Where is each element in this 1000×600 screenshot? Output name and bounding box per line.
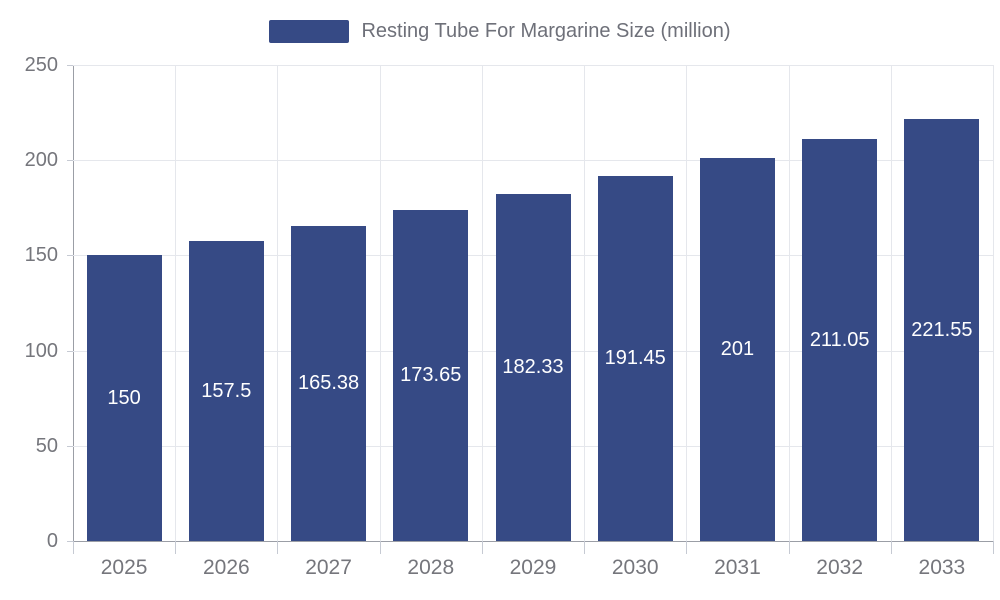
h-gridline [73, 160, 993, 162]
x-axis-tick [481, 541, 483, 554]
bar[interactable]: 182.33 [495, 193, 571, 541]
x-axis-tick-label: 2030 [611, 556, 659, 579]
bar-value-label: 157.5 [201, 379, 252, 402]
y-axis-tick-label: 200 [24, 149, 58, 172]
x-axis-tick [993, 541, 994, 554]
x-axis-tick-label: 2029 [509, 556, 557, 579]
bar[interactable]: 211.05 [802, 139, 878, 541]
x-axis-tick [686, 541, 688, 554]
v-gridline [175, 65, 177, 541]
x-axis-tick [890, 541, 892, 554]
x-axis-tick-label: 2028 [407, 556, 455, 579]
x-axis-line [73, 541, 993, 542]
v-gridline [686, 65, 688, 541]
bar[interactable]: 150 [86, 255, 162, 541]
v-gridline [277, 65, 279, 541]
v-gridline [788, 65, 790, 541]
x-axis-tick [277, 541, 279, 554]
x-axis-tick [788, 541, 790, 554]
x-axis-tick-label: 2025 [100, 556, 148, 579]
y-axis-tick [67, 160, 73, 162]
bar-value-label: 221.55 [911, 318, 973, 341]
bar[interactable]: 191.45 [597, 176, 673, 541]
bar-value-label: 191.45 [604, 347, 666, 370]
bar[interactable]: 221.55 [904, 119, 980, 541]
y-axis-tick [67, 65, 73, 66]
bar-value-label: 182.33 [502, 355, 564, 378]
y-axis-line [73, 65, 74, 541]
x-axis-tick-label: 2027 [305, 556, 352, 579]
v-gridline [481, 65, 483, 541]
h-gridline [73, 65, 993, 66]
bar[interactable]: 165.38 [291, 226, 367, 541]
y-axis-tick [67, 445, 73, 447]
bar-value-label: 150 [107, 386, 141, 409]
x-axis-tick [379, 541, 381, 554]
y-axis-tick [67, 350, 73, 352]
bar[interactable]: 173.65 [393, 210, 469, 541]
legend[interactable]: Resting Tube For Margarine Size (million… [0, 18, 1000, 44]
v-gridline [379, 65, 381, 541]
y-axis-tick-label: 0 [46, 530, 58, 552]
x-axis-tick-label: 2033 [918, 556, 966, 579]
v-gridline [584, 65, 586, 541]
y-axis-tick-label: 100 [24, 339, 58, 362]
bar-value-label: 165.38 [297, 372, 360, 395]
y-axis-tick [67, 541, 73, 542]
v-gridline [993, 65, 994, 541]
x-axis-tick-label: 2032 [816, 556, 864, 579]
x-axis-tick-label: 2031 [714, 556, 761, 579]
x-axis-tick [584, 541, 586, 554]
bar-value-label: 201 [720, 338, 755, 361]
bar-value-label: 173.65 [400, 364, 462, 387]
y-axis-tick-label: 50 [35, 434, 58, 457]
y-axis-tick [67, 255, 73, 257]
bar[interactable]: 201 [699, 158, 775, 541]
legend-label: Resting Tube For Margarine Size (million… [361, 20, 731, 42]
x-axis-tick-label: 2026 [202, 556, 250, 579]
x-axis-tick [175, 541, 177, 554]
bar-value-label: 211.05 [809, 328, 870, 351]
legend-swatch [269, 19, 350, 43]
v-gridline [890, 65, 892, 541]
y-axis-tick-label: 250 [24, 54, 58, 76]
x-axis-tick [73, 541, 74, 554]
bar[interactable]: 157.5 [188, 241, 264, 541]
y-axis-tick-label: 150 [24, 244, 58, 267]
plot-area: 150 157.5 165.38 173.65 182.33 191.45 201 211.0… [73, 65, 994, 542]
